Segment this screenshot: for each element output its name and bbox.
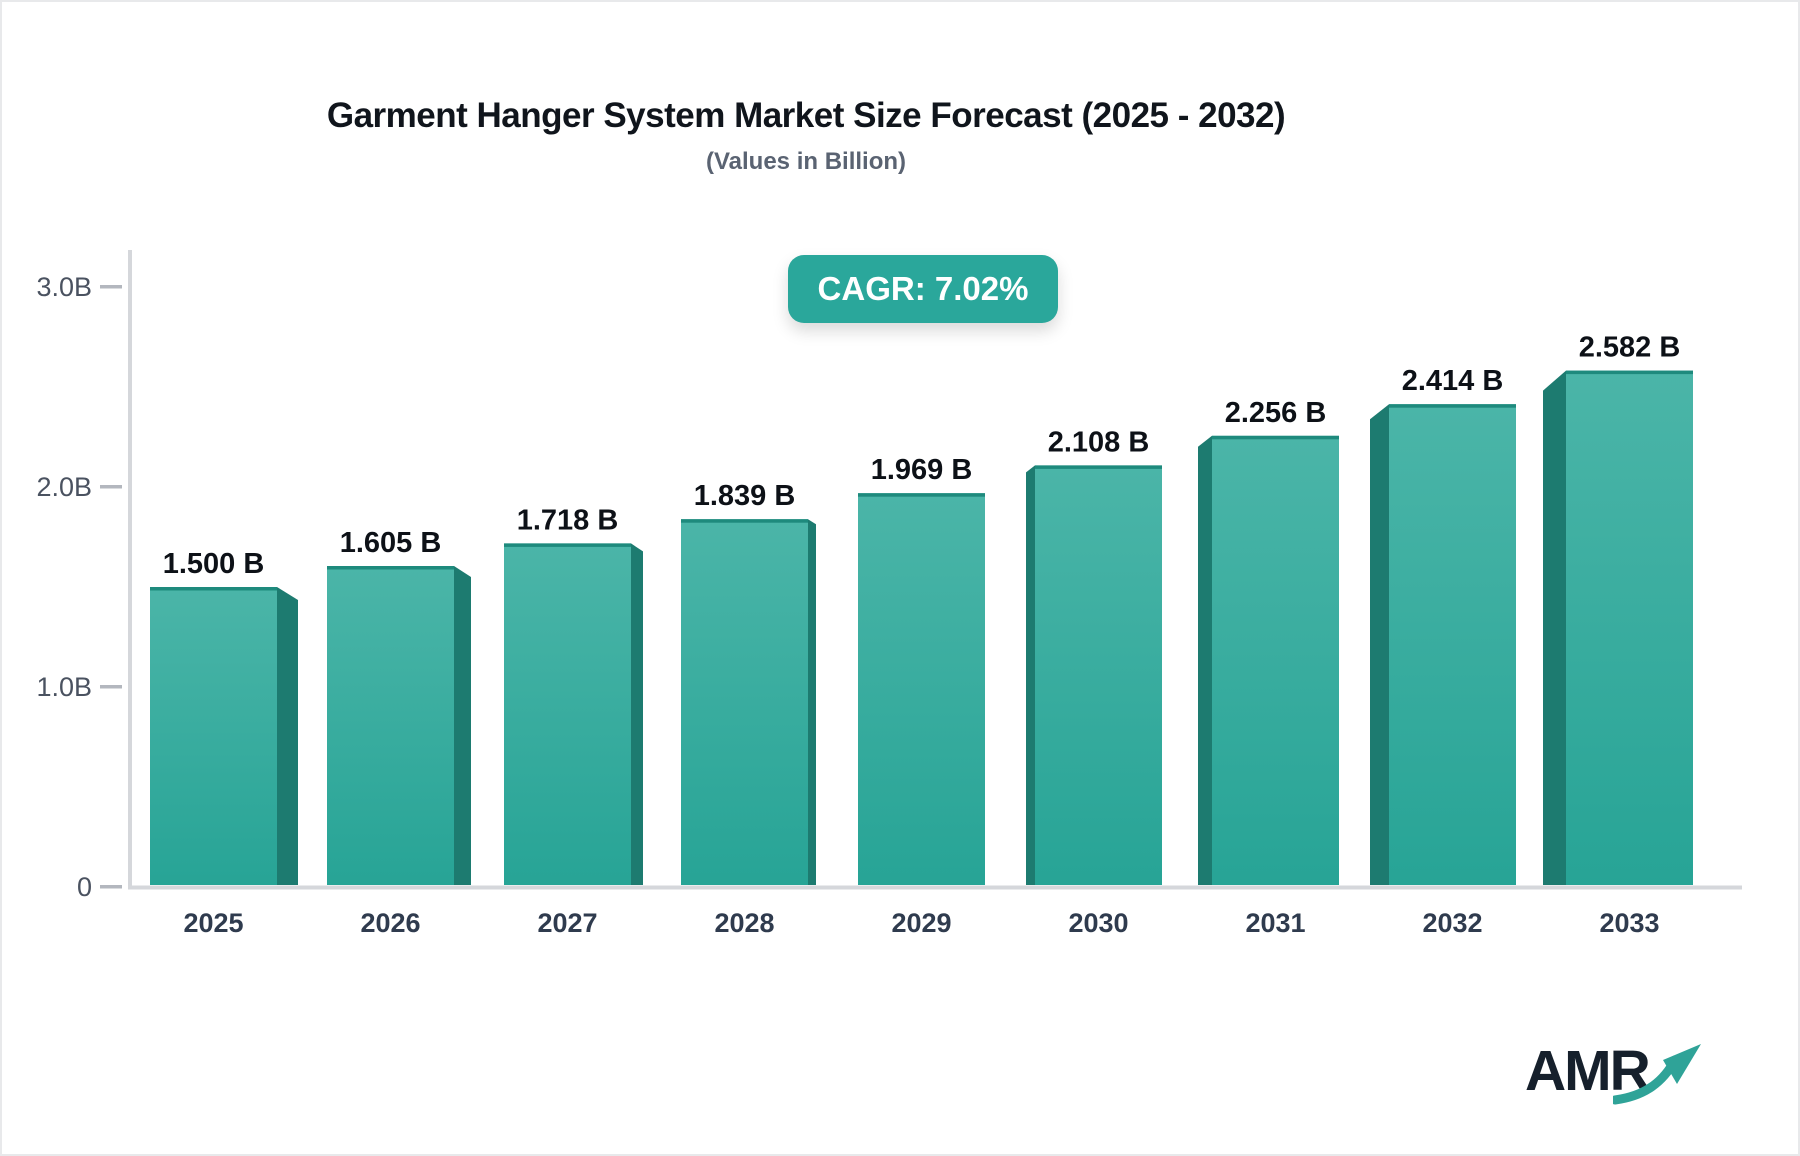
bar-top-edge — [1566, 370, 1693, 375]
x-tick-label: 2032 — [1422, 908, 1482, 938]
x-tick-label: 2029 — [891, 908, 951, 938]
x-tick-label: 2026 — [360, 908, 420, 938]
bar-top-edge — [681, 519, 808, 523]
bar-top-edge — [1212, 435, 1339, 440]
bar-value-label: 2.108 B — [1048, 426, 1150, 458]
bar-value-label: 1.839 B — [694, 480, 796, 512]
bar-top-edge — [1035, 465, 1162, 469]
bar-2029 — [858, 493, 985, 885]
bar-top-edge — [858, 493, 985, 497]
bar-top-edge — [1389, 404, 1516, 408]
x-tick-label: 2025 — [183, 908, 243, 938]
bar-value-label: 1.969 B — [871, 454, 973, 486]
bar-2032 — [1389, 404, 1516, 885]
amr-logo: AMR — [1525, 1038, 1715, 1110]
bar-2028 — [681, 519, 808, 885]
bar-value-label: 2.256 B — [1225, 397, 1327, 429]
bar-2033 — [1566, 370, 1693, 886]
x-axis-line — [128, 885, 1742, 890]
y-tick — [100, 485, 122, 489]
y-tick-label: 2.0B — [36, 472, 92, 502]
chart-subtitle: (Values in Billion) — [705, 148, 907, 175]
y-axis-line — [128, 250, 132, 889]
y-tick-label: 1.0B — [36, 672, 92, 702]
bar-2026 — [327, 566, 454, 885]
bar-side — [1026, 465, 1035, 885]
bar-top-edge — [504, 543, 631, 547]
chart-title: Garment Hanger System Market Size Foreca… — [326, 96, 1286, 135]
bar-2030 — [1035, 465, 1162, 885]
x-tick-label: 2028 — [714, 908, 774, 938]
amr-logo-arrow-icon — [1613, 1044, 1701, 1105]
bar-2025 — [150, 587, 277, 885]
bar-value-label: 2.414 B — [1402, 365, 1504, 397]
x-tick-label: 2033 — [1599, 908, 1659, 938]
y-tick — [100, 885, 122, 889]
bar-side — [454, 566, 471, 885]
bar-side — [277, 587, 298, 885]
bar-side — [1198, 435, 1212, 885]
x-tick-label: 2030 — [1068, 908, 1128, 938]
bar-side — [808, 519, 816, 885]
y-tick-label: 3.0B — [36, 272, 92, 302]
bar-side — [1370, 404, 1389, 885]
cagr-badge: CAGR: 7.02% — [788, 255, 1058, 323]
bar-value-label: 1.500 B — [163, 548, 265, 580]
bar-side — [1543, 370, 1566, 886]
bar-value-label: 2.582 B — [1579, 332, 1681, 364]
bar-side — [631, 543, 643, 885]
bar-value-label: 1.605 B — [340, 527, 442, 559]
bar-2031 — [1212, 435, 1339, 885]
bar-value-label: 1.718 B — [517, 504, 619, 536]
bar-top-edge — [150, 587, 277, 591]
bar-top-edge — [327, 566, 454, 570]
x-tick-label: 2027 — [537, 908, 597, 938]
bar-2027 — [504, 543, 631, 885]
y-tick — [100, 685, 122, 689]
y-tick — [100, 285, 122, 289]
y-tick-label: 0 — [77, 872, 92, 902]
x-tick-label: 2031 — [1245, 908, 1305, 938]
